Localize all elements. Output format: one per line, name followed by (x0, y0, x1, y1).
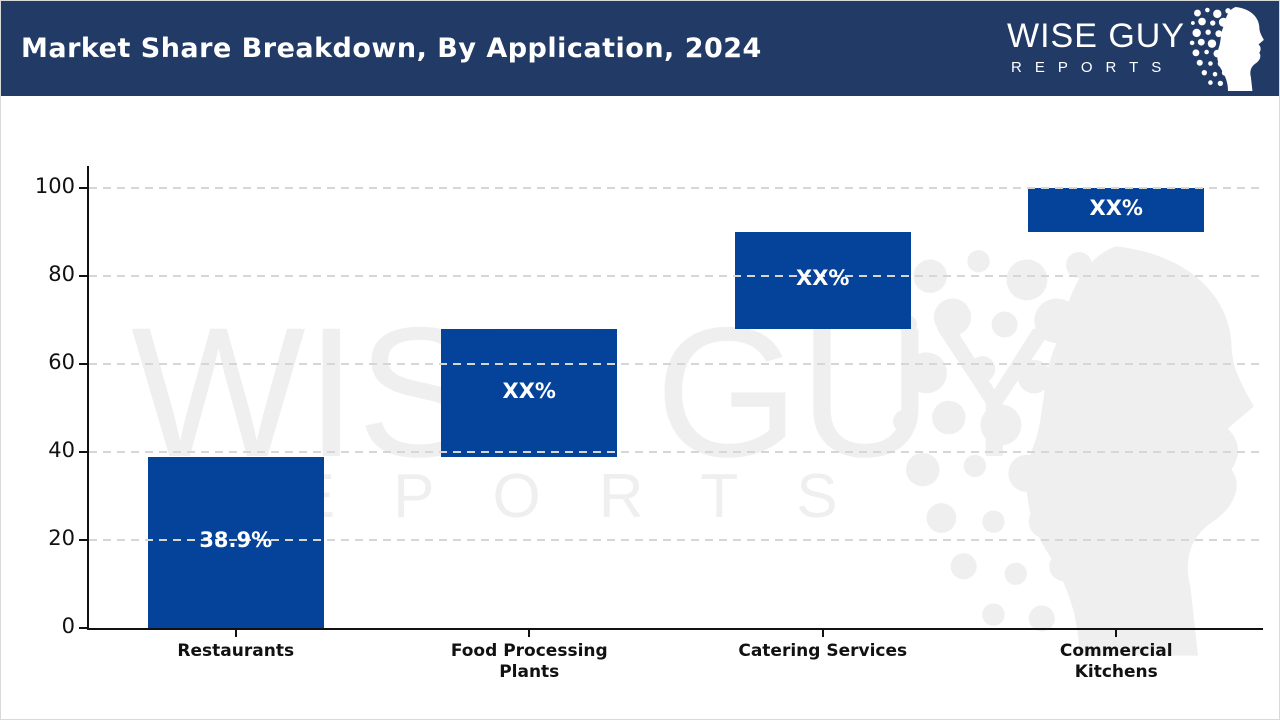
category-label-1: Food Processing Plants (384, 641, 674, 682)
header-bar: Market Share Breakdown, By Application, … (1, 1, 1279, 96)
logo-wordmark: WISE GUY (1007, 17, 1186, 55)
gridline-40 (89, 451, 1263, 453)
x-axis-tick (1115, 630, 1118, 637)
chart-title: Market Share Breakdown, By Application, … (21, 33, 762, 64)
x-axis-tick (234, 630, 237, 637)
bar-value-label: XX% (1089, 196, 1143, 220)
y-axis-tick-label: 0 (61, 614, 75, 638)
y-axis-tick-label: 80 (48, 262, 75, 286)
x-axis-tick (528, 630, 531, 637)
y-axis-tick (79, 451, 87, 453)
y-axis-tick-label: 40 (48, 438, 75, 462)
category-label-line: Catering Services (738, 641, 908, 661)
category-label-line: Plants (499, 661, 560, 682)
bar-food-processing-plants (441, 328, 618, 457)
bar-restaurants (147, 456, 324, 628)
x-axis-tick (821, 630, 824, 637)
bar-value-label: 38.9% (199, 528, 273, 553)
y-axis-tick-label: 20 (48, 526, 75, 550)
gridline-20 (89, 539, 1263, 541)
category-label-line: Commercial (1059, 641, 1173, 661)
bar-value-label: XX% (796, 266, 850, 291)
category-label-2: Catering Services (678, 641, 968, 662)
bar-value-label: XX% (502, 378, 556, 403)
category-label-line: Food Processing (450, 641, 608, 661)
gridline-80 (89, 275, 1263, 277)
bar-commercial-kitchens (1028, 188, 1205, 232)
wise-guy-logo: WISE GUY REPORTS (1007, 7, 1269, 91)
y-axis-tick-label: 100 (34, 174, 75, 198)
category-label-3: Commercial Kitchens (971, 641, 1261, 682)
category-label-line: Restaurants (177, 641, 295, 661)
gridline-60 (89, 363, 1263, 365)
y-axis-tick (79, 539, 87, 541)
y-axis-tick (79, 187, 87, 189)
bar-catering-services (734, 232, 911, 329)
x-axis-line (87, 628, 1263, 630)
y-axis-tick (79, 363, 87, 365)
y-axis-line (87, 166, 89, 630)
gridline-100 (89, 187, 1263, 189)
wise-guy-head-icon (1189, 7, 1264, 91)
y-axis-tick (79, 275, 87, 277)
logo-subtitle: REPORTS (1011, 59, 1175, 76)
category-label-0: Restaurants (91, 641, 381, 662)
y-axis-tick-label: 60 (48, 350, 75, 374)
category-label-line: Kitchens (1074, 661, 1158, 682)
y-axis-tick (79, 627, 87, 629)
